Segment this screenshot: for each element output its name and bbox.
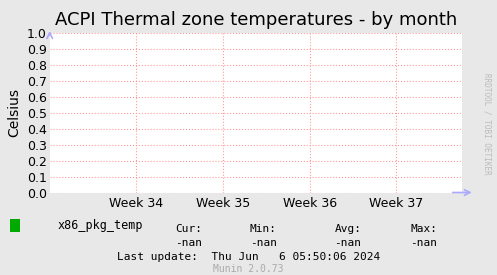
Title: ACPI Thermal zone temperatures - by month: ACPI Thermal zone temperatures - by mont… [55,11,457,29]
Text: x86_pkg_temp: x86_pkg_temp [57,219,143,232]
Text: Cur:: Cur: [175,224,202,234]
Text: -nan: -nan [250,238,277,248]
Text: RRDTOOL / TOBI OETIKER: RRDTOOL / TOBI OETIKER [482,73,491,175]
Text: Min:: Min: [250,224,277,234]
Text: Avg:: Avg: [334,224,361,234]
Text: Last update:  Thu Jun   6 05:50:06 2024: Last update: Thu Jun 6 05:50:06 2024 [117,252,380,262]
Text: -nan: -nan [411,238,437,248]
Y-axis label: Celsius: Celsius [7,88,21,137]
Text: -nan: -nan [334,238,361,248]
Text: Munin 2.0.73: Munin 2.0.73 [213,264,284,274]
Text: Max:: Max: [411,224,437,234]
Bar [10,219,20,232]
Text: -nan: -nan [175,238,202,248]
